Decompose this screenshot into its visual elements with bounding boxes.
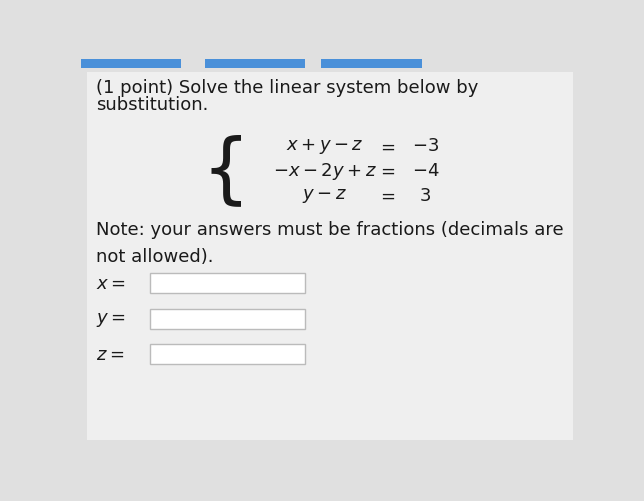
Bar (80, 60, 181, 69)
Text: $x =$: $x =$ (96, 275, 126, 293)
Text: $=$: $=$ (377, 186, 396, 204)
Text: $=$: $=$ (377, 162, 396, 180)
Text: $=$: $=$ (377, 137, 396, 155)
Text: $3$: $3$ (419, 186, 431, 204)
Bar (321, 60, 422, 69)
Text: substitution.: substitution. (96, 96, 209, 113)
Text: $-3$: $-3$ (412, 137, 439, 155)
Text: Note: your answers must be fractions (decimals are
not allowed).: Note: your answers must be fractions (de… (96, 221, 564, 265)
FancyBboxPatch shape (150, 309, 305, 329)
FancyBboxPatch shape (150, 274, 305, 294)
Text: $y - z$: $y - z$ (302, 186, 347, 204)
Text: $\{$: $\{$ (201, 133, 242, 208)
Text: $z =$: $z =$ (96, 346, 124, 363)
Bar (205, 60, 305, 69)
Text: $-4$: $-4$ (412, 162, 439, 180)
FancyBboxPatch shape (150, 345, 305, 364)
Text: $-x - 2y + z$: $-x - 2y + z$ (272, 160, 377, 181)
Text: $x + y - z$: $x + y - z$ (286, 137, 363, 156)
Text: (1 point) Solve the linear system below by: (1 point) Solve the linear system below … (96, 79, 478, 97)
Text: $y =$: $y =$ (96, 310, 126, 328)
